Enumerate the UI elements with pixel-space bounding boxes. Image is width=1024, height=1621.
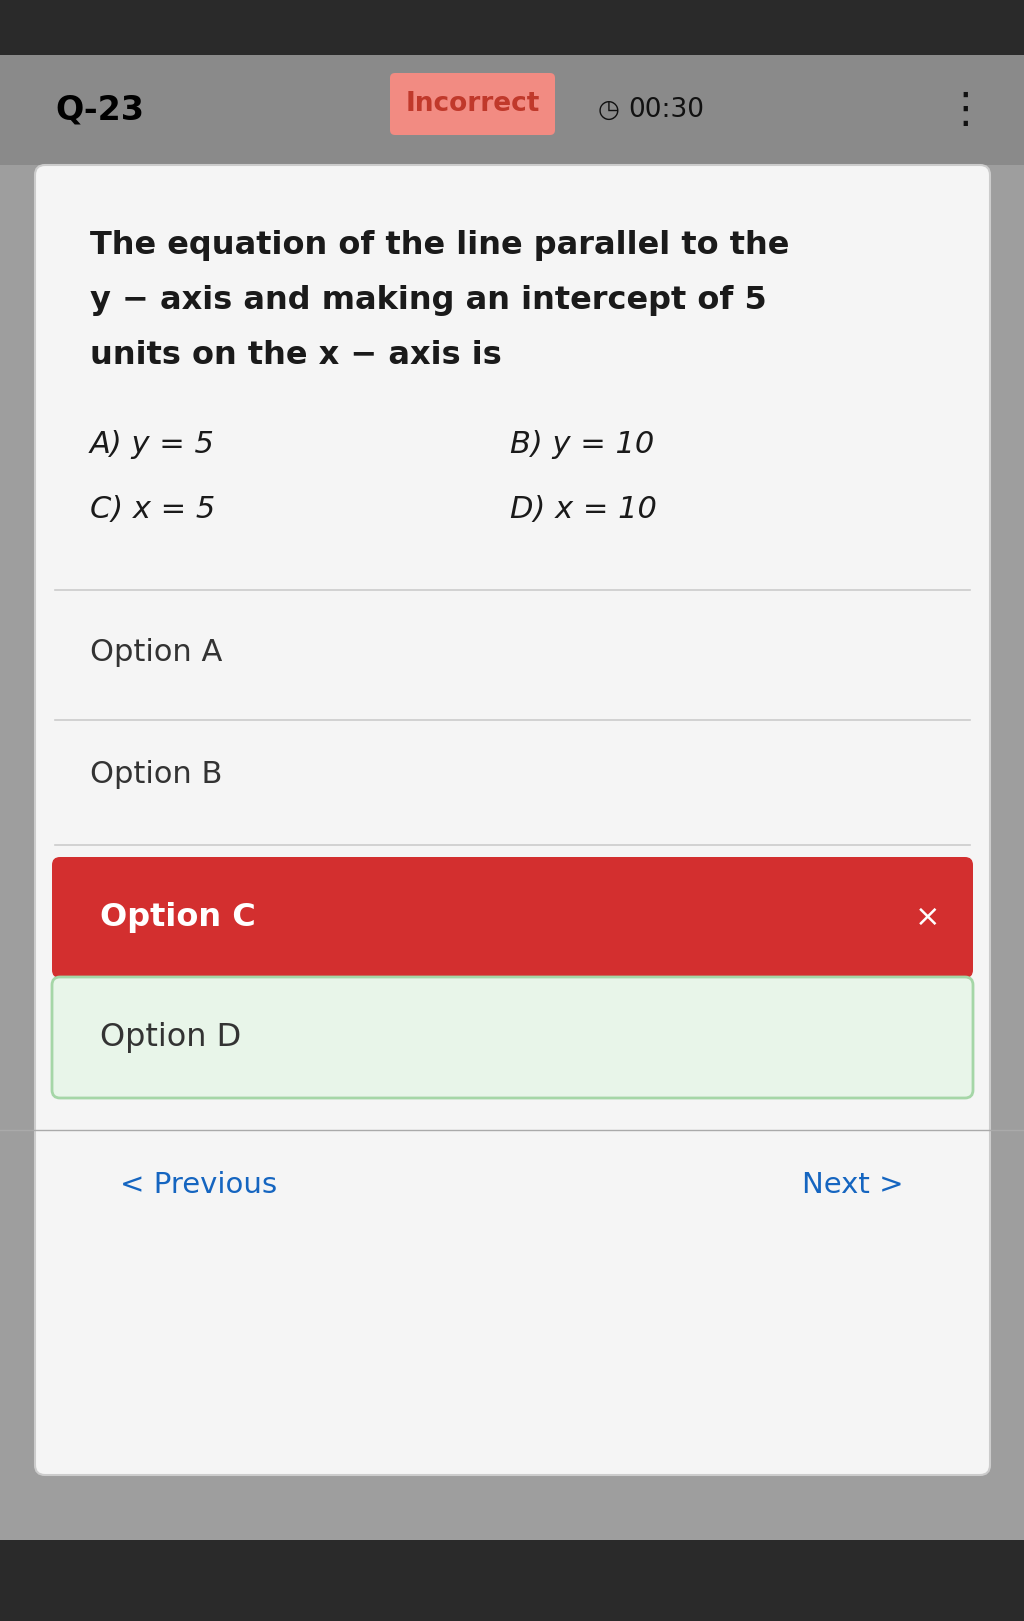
Text: Option B: Option B	[90, 760, 222, 789]
Text: Option C: Option C	[100, 901, 256, 934]
Text: Incorrect: Incorrect	[406, 91, 540, 117]
Text: Option D: Option D	[100, 1021, 242, 1054]
Text: 00:30: 00:30	[628, 97, 705, 123]
Text: C) x = 5: C) x = 5	[90, 494, 215, 524]
Text: < Previous: < Previous	[120, 1170, 278, 1200]
Text: Next >: Next >	[803, 1170, 904, 1200]
Bar	[0, 1540, 1024, 1621]
Text: ×: ×	[914, 903, 940, 932]
FancyBboxPatch shape	[52, 977, 973, 1097]
Text: ⋮: ⋮	[944, 89, 986, 131]
Text: units on the x − axis is: units on the x − axis is	[90, 340, 502, 371]
Text: y − axis and making an intercept of 5: y − axis and making an intercept of 5	[90, 285, 767, 316]
Text: The equation of the line parallel to the: The equation of the line parallel to the	[90, 230, 790, 261]
Text: ◷: ◷	[598, 97, 620, 122]
Text: A) y = 5: A) y = 5	[90, 430, 215, 459]
Text: Q-23: Q-23	[55, 94, 144, 126]
FancyBboxPatch shape	[35, 165, 990, 1475]
Text: D) x = 10: D) x = 10	[510, 494, 656, 524]
FancyBboxPatch shape	[52, 858, 973, 977]
Bar	[0, 0, 1024, 55]
Text: B) y = 10: B) y = 10	[510, 430, 654, 459]
Text: Option A: Option A	[90, 639, 222, 666]
Bar	[0, 55, 1024, 165]
FancyBboxPatch shape	[390, 73, 555, 135]
